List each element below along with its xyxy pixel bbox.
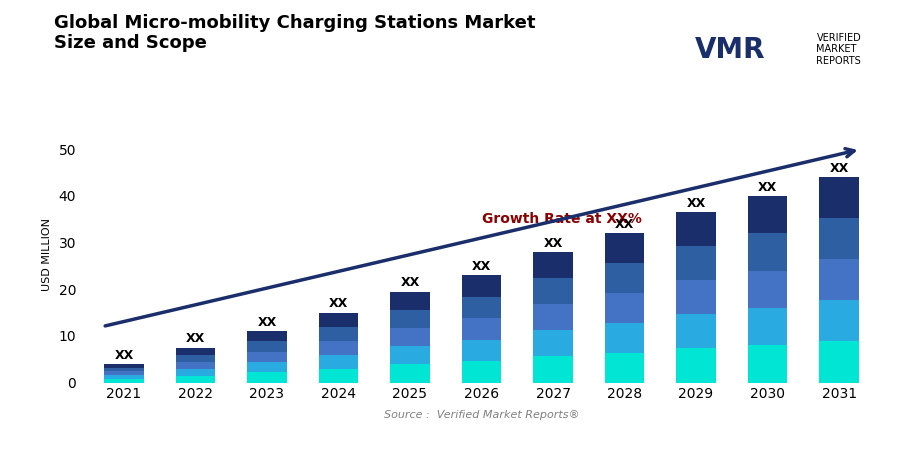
Bar [391,310,429,328]
Bar [819,259,859,301]
Text: XX: XX [114,348,133,361]
Text: VERIFIED
MARKET
REPORTS: VERIFIED MARKET REPORTS [816,33,861,66]
Bar [534,252,572,278]
Text: Source :  Verified Market Reports®: Source : Verified Market Reports® [383,410,580,420]
Bar [677,280,716,315]
Bar [319,327,358,341]
Bar [319,313,358,327]
Bar [748,233,788,270]
Text: XX: XX [830,162,849,175]
Bar [104,371,144,375]
Bar [248,352,286,362]
Bar [176,361,215,369]
Text: XX: XX [472,260,491,273]
Bar [605,233,644,263]
Bar [104,379,144,382]
Text: Global Micro-mobility Charging Stations Market
Size and Scope: Global Micro-mobility Charging Stations … [54,14,536,52]
Bar [104,364,144,368]
Bar [391,346,429,364]
Bar [462,297,501,318]
Bar [104,375,144,379]
Bar [462,340,501,361]
Bar [176,347,215,355]
Bar [176,369,215,375]
Bar [534,356,572,382]
Bar [677,212,716,246]
Text: XX: XX [615,218,634,231]
Bar [319,341,358,355]
Text: XX: XX [687,197,706,210]
Bar [248,372,286,382]
Bar [748,345,788,382]
Bar [104,368,144,371]
Bar [677,246,716,280]
Text: XX: XX [758,180,778,194]
Bar [819,177,859,218]
Bar [248,362,286,372]
Bar [319,355,358,369]
Bar [248,342,286,352]
Bar [534,330,572,356]
Bar [748,270,788,308]
Text: XX: XX [544,237,562,250]
Bar [462,318,501,340]
Y-axis label: USD MILLION: USD MILLION [41,218,51,291]
Bar [677,315,716,348]
Bar [462,275,501,297]
Bar [176,355,215,361]
Text: XX: XX [328,297,348,310]
Bar [677,348,716,382]
Bar [176,375,215,382]
Text: XX: XX [257,316,276,329]
Bar [391,364,429,382]
Bar [534,304,572,330]
Bar [748,196,788,233]
Text: Growth Rate at XX%: Growth Rate at XX% [482,212,642,226]
Text: XX: XX [400,276,419,289]
Bar [819,342,859,382]
Text: VMR: VMR [695,36,765,63]
Bar [319,369,358,382]
Bar [605,323,644,353]
Bar [605,263,644,293]
Bar [819,301,859,342]
Bar [248,331,286,342]
Bar [819,218,859,259]
Bar [748,308,788,345]
Bar [391,292,429,310]
Bar [462,361,501,382]
Bar [605,353,644,382]
Bar [605,293,644,323]
Text: XX: XX [185,332,205,345]
Bar [534,278,572,304]
Bar [391,328,429,346]
